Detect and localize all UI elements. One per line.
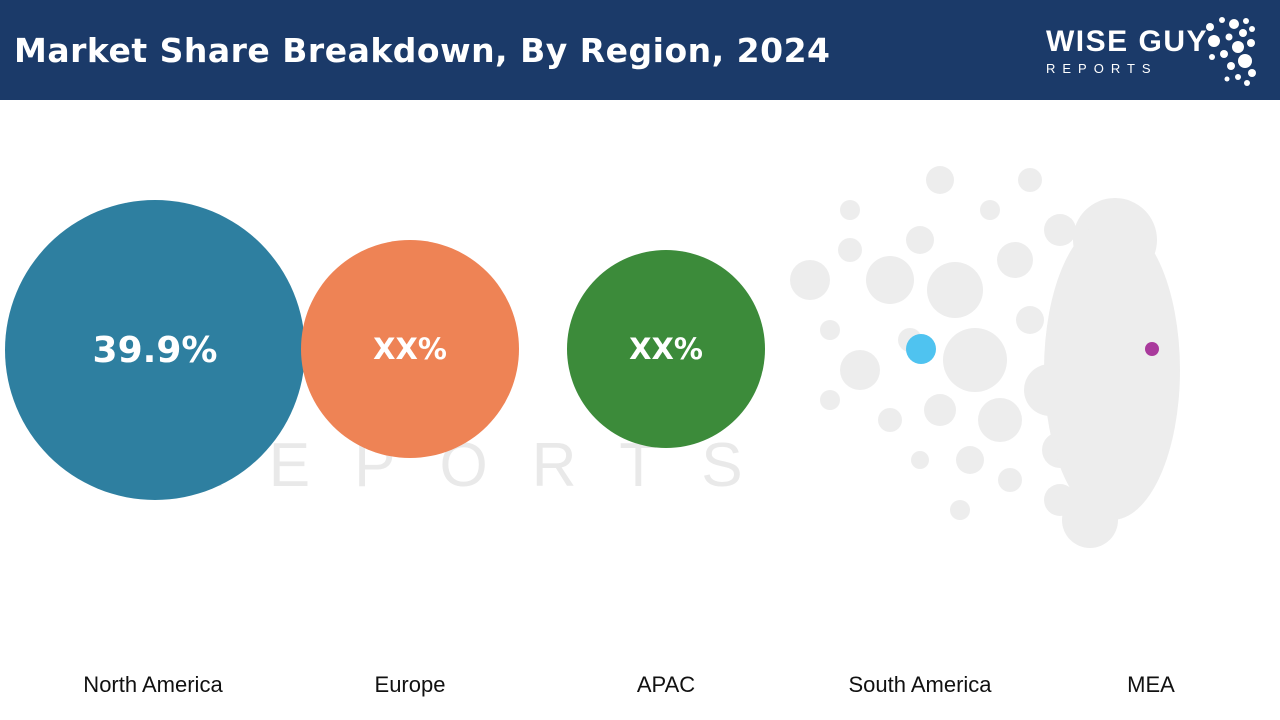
brand-name: WISE GUY: [1045, 24, 1208, 58]
page-title: Market Share Breakdown, By Region, 2024: [14, 30, 831, 70]
watermark-head-icon: [790, 166, 1180, 548]
region-label-north-america: North America: [83, 672, 223, 697]
region-label-mea: MEA: [1127, 672, 1175, 697]
bubble-south-america: [906, 334, 936, 364]
bubble-europe: XX%: [301, 240, 519, 458]
header-bar: Market Share Breakdown, By Region, 2024 …: [0, 0, 1280, 100]
bubble-apac: XX%: [567, 250, 765, 448]
brand-subtitle: REPORTS: [1045, 60, 1158, 76]
region-label-europe: Europe: [374, 672, 446, 697]
region-label-south-america: South America: [848, 672, 992, 697]
brand-logo: WISE GUY REPORTS: [1046, 11, 1258, 89]
bubble-chart: REPORTS 39.9% XX% XX% North America Euro…: [0, 100, 1280, 720]
bubble-value-label: XX%: [629, 332, 703, 366]
bubble-value-label: XX%: [373, 332, 447, 366]
region-label-apac: APAC: [636, 672, 696, 697]
head-silhouette-icon: [1206, 17, 1256, 86]
bubble-mea: [1145, 342, 1159, 356]
brand-logo-text: WISE GUY REPORTS: [1046, 25, 1208, 76]
bubble-north-america: 39.9%: [5, 200, 305, 500]
bubble-value-label: 39.9%: [92, 329, 218, 371]
